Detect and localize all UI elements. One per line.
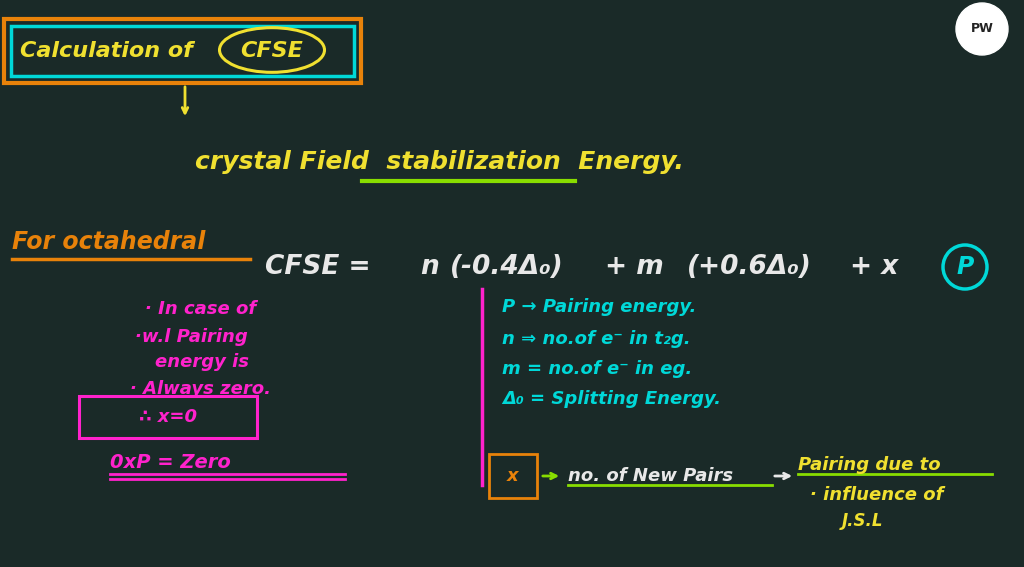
Text: (-0.4Δ₀): (-0.4Δ₀) xyxy=(450,254,563,280)
Text: x: x xyxy=(507,467,519,485)
Text: energy is: energy is xyxy=(155,353,249,371)
Text: + x: + x xyxy=(850,254,898,280)
Text: · Always zero.: · Always zero. xyxy=(130,380,271,398)
Text: P: P xyxy=(956,255,974,279)
Text: Pairing due to: Pairing due to xyxy=(798,456,941,474)
Text: · influence of: · influence of xyxy=(810,486,943,504)
Text: CFSE: CFSE xyxy=(241,41,303,61)
Text: Calculation of: Calculation of xyxy=(20,41,193,61)
Text: crystal Field  stabilization  Energy.: crystal Field stabilization Energy. xyxy=(195,150,684,174)
Text: ∴ x=0: ∴ x=0 xyxy=(139,408,197,426)
Text: 0xP = Zero: 0xP = Zero xyxy=(110,452,230,472)
Text: + m: + m xyxy=(605,254,664,280)
Text: m = no.of e⁻ in eg.: m = no.of e⁻ in eg. xyxy=(502,360,692,378)
Text: n ⇒ no.of e⁻ in t₂g.: n ⇒ no.of e⁻ in t₂g. xyxy=(502,330,690,348)
Text: PW: PW xyxy=(971,23,993,36)
Circle shape xyxy=(956,3,1008,55)
Text: ·w.l Pairing: ·w.l Pairing xyxy=(135,328,248,346)
Text: no. of New Pairs: no. of New Pairs xyxy=(568,467,733,485)
Text: For octahedral: For octahedral xyxy=(12,230,206,254)
Text: n: n xyxy=(420,254,438,280)
Text: P → Pairing energy.: P → Pairing energy. xyxy=(502,298,696,316)
Text: (+0.6Δ₀): (+0.6Δ₀) xyxy=(687,254,812,280)
Text: CFSE =: CFSE = xyxy=(265,254,371,280)
Text: · In case of: · In case of xyxy=(145,300,256,318)
Text: J.S.L: J.S.L xyxy=(842,512,884,530)
Text: Δ₀ = Splitting Energy.: Δ₀ = Splitting Energy. xyxy=(502,390,721,408)
